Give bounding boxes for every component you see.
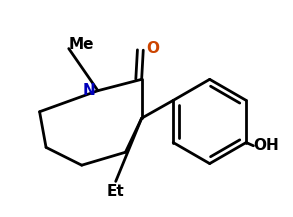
- Text: Et: Et: [107, 184, 125, 199]
- Text: N: N: [82, 83, 95, 98]
- Text: OH: OH: [253, 138, 279, 153]
- Text: O: O: [146, 41, 159, 56]
- Text: Me: Me: [68, 37, 94, 52]
